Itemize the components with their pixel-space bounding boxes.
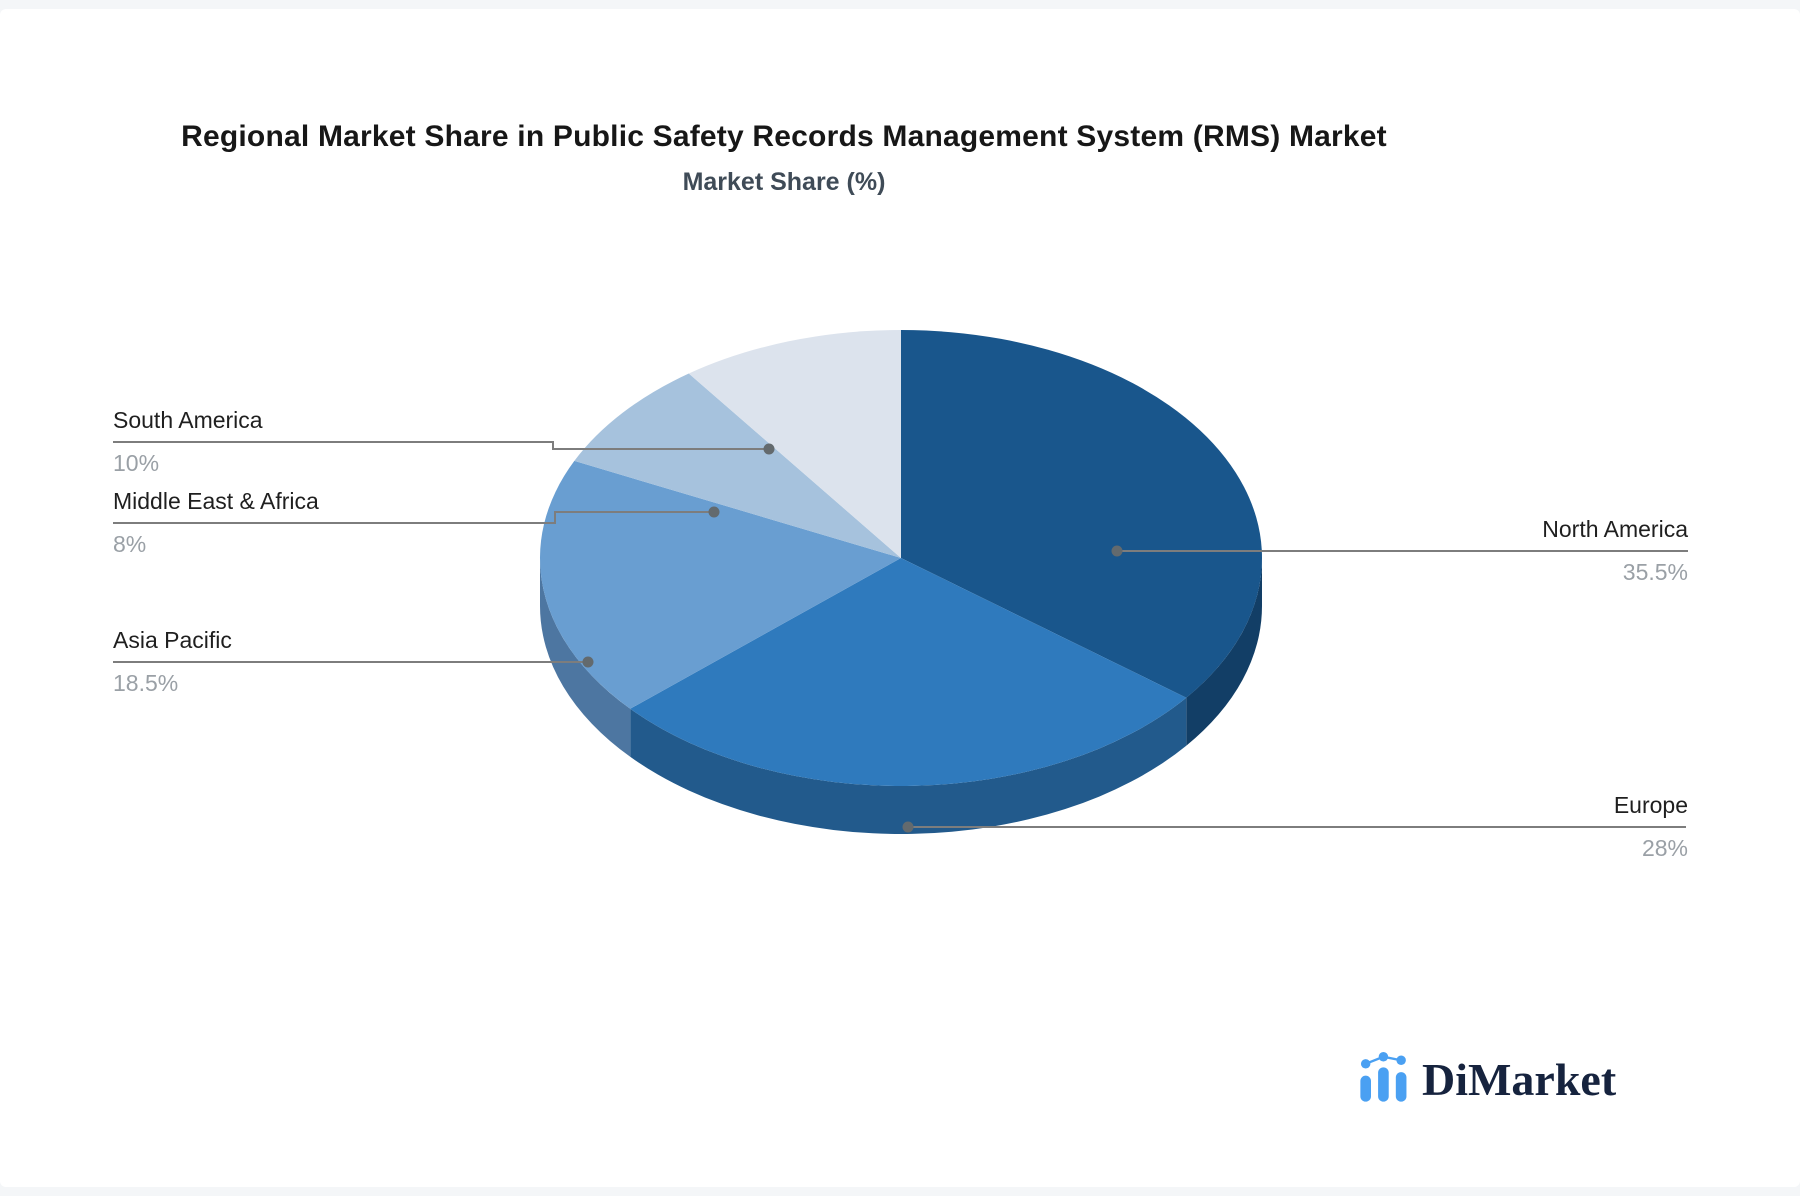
leader-dot [763,443,775,455]
chart-title: Regional Market Share in Public Safety R… [181,120,1387,153]
pie-slice-side [630,697,1187,835]
leader-dot [902,821,914,833]
logo-bar [1395,1072,1407,1102]
logo-bar [1378,1067,1389,1102]
slice-label-middle-east-africa: Middle East & Africa 8% [113,488,319,557]
chart-subtitle: Market Share (%) [682,168,886,196]
brand-logo-icon [1360,1052,1407,1102]
pie-slice-side [540,558,631,757]
slice-label-south-america: South America 10% [113,407,263,476]
slice-value: 28% [1641,835,1688,861]
slice-value: 35.5% [1622,559,1688,585]
pie-slice-asia-pacific[interactable] [539,460,901,709]
slice-name: Middle East & Africa [113,488,319,514]
pie-slice-south-america[interactable] [688,330,901,558]
brand-logo: DiMarket [1358,1044,1616,1104]
slice-value: 8% [113,531,147,557]
slice-value: 10% [113,450,160,476]
pie-slice-europe[interactable] [630,558,1187,786]
leader-line [113,511,714,524]
slice-name: Europe [1613,792,1688,818]
brand-logo-text: DiMarket [1422,1054,1617,1105]
logo-dot [1396,1055,1406,1065]
pie-slice-middle-east-africa[interactable] [574,373,901,558]
leader-dot [708,506,720,518]
logo-dot [1360,1059,1371,1069]
slice-value: 18.5% [113,670,179,696]
slice-name: North America [1542,516,1688,542]
leader-dot [1111,545,1123,557]
pie-slice-side [1186,558,1262,746]
pie-slice-north-america[interactable] [901,330,1262,698]
leader-dot [582,656,594,668]
slice-name: Asia Pacific [113,627,232,653]
slice-label-europe: Europe 28% [1614,792,1688,861]
slice-label-asia-pacific: Asia Pacific 18.5% [113,627,232,696]
slice-name: South America [113,407,263,433]
logo-dot [1378,1052,1389,1062]
slice-label-north-america: North America 35.5% [1542,516,1688,585]
logo-bar [1360,1075,1371,1102]
leader-line [113,441,769,450]
